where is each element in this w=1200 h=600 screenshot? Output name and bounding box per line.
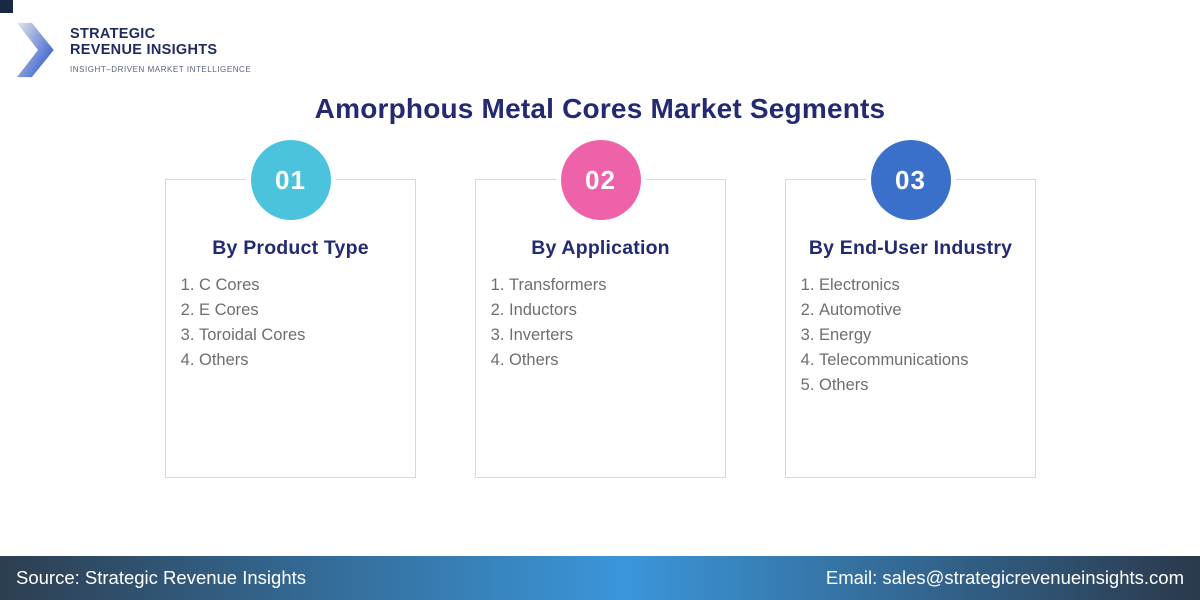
- segment-list-item: Automotive: [819, 298, 1025, 323]
- segment-list-item: Electronics: [819, 273, 1025, 298]
- footer-source: Source: Strategic Revenue Insights: [16, 567, 306, 588]
- segment-list: TransformersInductorsInvertersOthers: [476, 273, 715, 373]
- segment-list: C CoresE CoresToroidal CoresOthers: [166, 273, 405, 373]
- segment-heading: By Application: [531, 237, 670, 259]
- segment-card-product-type: 01 By Product Type C CoresE CoresToroida…: [165, 140, 416, 478]
- segment-number-badge: 02: [560, 140, 641, 220]
- brand-name-line1: STRATEGIC: [70, 25, 156, 42]
- segment-list-item: E Cores: [199, 298, 405, 323]
- footer-bar: Source: Strategic Revenue Insights Email…: [0, 556, 1200, 600]
- brand-text: STRATEGIC REVENUE INSIGHTS INSIGHT–DRIVE…: [70, 26, 251, 74]
- segment-list-item: C Cores: [199, 273, 405, 298]
- corner-accent-square: [0, 0, 13, 13]
- segment-list-item: Others: [819, 373, 1025, 398]
- brand-name-line2: REVENUE INSIGHTS: [70, 42, 218, 58]
- segment-list-item: Toroidal Cores: [199, 323, 405, 348]
- segment-heading: By End-User Industry: [808, 237, 1013, 259]
- segment-list: ElectronicsAutomotiveEnergyTelecommunica…: [786, 273, 1025, 398]
- brand-tagline: INSIGHT–DRIVEN MARKET INTELLIGENCE: [70, 65, 252, 75]
- brand-logo: STRATEGIC REVENUE INSIGHTS INSIGHT–DRIVE…: [17, 20, 251, 80]
- segment-heading: By Product Type: [212, 237, 369, 259]
- footer-email: Email: sales@strategicrevenueinsights.co…: [825, 567, 1184, 588]
- segment-list-item: Others: [509, 348, 715, 373]
- segment-list-item: Inductors: [509, 298, 715, 323]
- segment-list-item: Energy: [819, 323, 1025, 348]
- segment-number-badge: 01: [250, 140, 331, 220]
- segment-list-item: Transformers: [509, 273, 715, 298]
- segment-list-item: Inverters: [509, 323, 715, 348]
- segment-number-badge: 03: [870, 140, 951, 220]
- segment-list-item: Telecommunications: [819, 348, 1025, 373]
- segment-card-end-user-industry: 03 By End-User Industry ElectronicsAutom…: [785, 140, 1036, 478]
- page-title: Amorphous Metal Cores Market Segments: [314, 93, 886, 124]
- segment-cards-row: 01 By Product Type C CoresE CoresToroida…: [165, 140, 1036, 478]
- segment-card-application: 02 By Application TransformersInductorsI…: [475, 140, 726, 478]
- segment-list-item: Others: [199, 348, 405, 373]
- chevron-logo-icon: [17, 22, 54, 78]
